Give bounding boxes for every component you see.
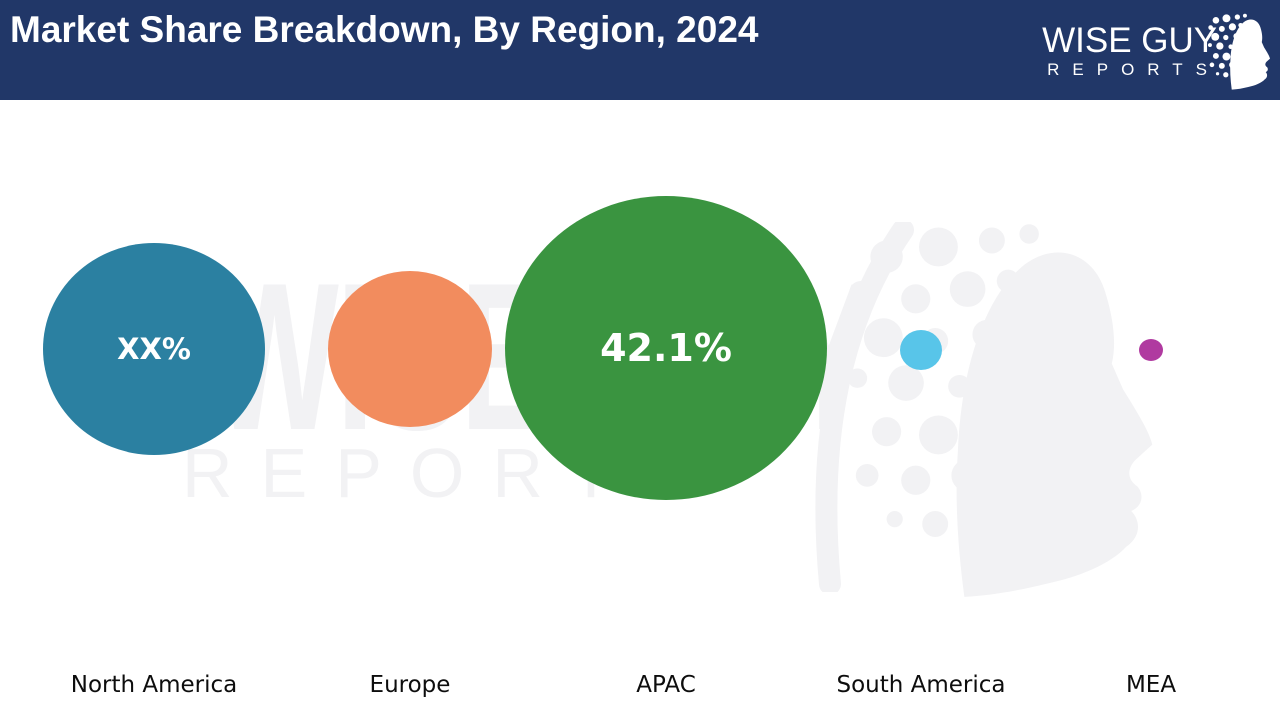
bubble-value-label-north-america: XX% bbox=[117, 331, 191, 366]
logo-text-block: WISE GUY REPORTS bbox=[1042, 23, 1220, 78]
logo-tagline-text: REPORTS bbox=[1047, 59, 1220, 79]
bubble-mea bbox=[1139, 339, 1163, 361]
bubble-south-america bbox=[900, 330, 942, 370]
bubble-north-america: XX% bbox=[43, 243, 265, 455]
header-bar: Market Share Breakdown, By Region, 2024 … bbox=[0, 0, 1280, 100]
chart-title: Market Share Breakdown, By Region, 2024 bbox=[10, 9, 759, 50]
brand-logo: WISE GUY REPORTS bbox=[1042, 8, 1272, 92]
category-label-north-america: North America bbox=[70, 672, 238, 698]
logo-brand-text: WISE GUY bbox=[1042, 20, 1218, 60]
category-label-europe: Europe bbox=[369, 672, 451, 698]
logo-head-icon bbox=[1206, 10, 1272, 90]
category-label-apac: APAC bbox=[636, 672, 696, 698]
category-label-mea: MEA bbox=[1125, 672, 1177, 698]
bubble-value-label-apac: 42.1% bbox=[600, 326, 732, 370]
bubble-apac: 42.1% bbox=[505, 196, 827, 500]
bubble-europe bbox=[328, 271, 492, 427]
watermark-head-icon bbox=[838, 208, 1162, 597]
category-label-south-america: South America bbox=[836, 672, 1006, 698]
